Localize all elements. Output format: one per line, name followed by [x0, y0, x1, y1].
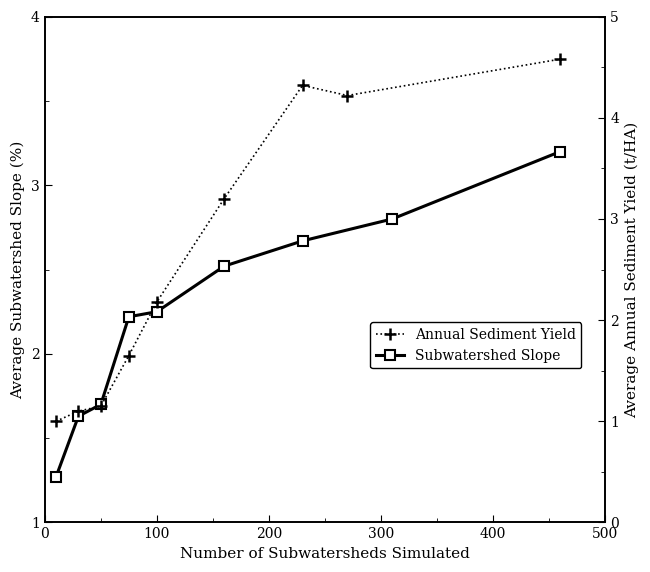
- Subwatershed Slope: [556, 148, 564, 155]
- Annual Sediment Yield: [125, 352, 133, 359]
- Subwatershed Slope: [125, 313, 133, 320]
- Legend: Annual Sediment Yield, Subwatershed Slope: Annual Sediment Yield, Subwatershed Slop…: [370, 323, 582, 368]
- Y-axis label: Average Annual Sediment Yield (t/HA): Average Annual Sediment Yield (t/HA): [625, 121, 639, 418]
- Annual Sediment Yield: [343, 92, 351, 99]
- Annual Sediment Yield: [299, 82, 307, 89]
- Annual Sediment Yield: [97, 403, 105, 410]
- X-axis label: Number of Subwatersheds Simulated: Number of Subwatersheds Simulated: [180, 547, 470, 561]
- Subwatershed Slope: [220, 263, 228, 269]
- Subwatershed Slope: [75, 413, 83, 420]
- Subwatershed Slope: [52, 474, 60, 480]
- Annual Sediment Yield: [220, 195, 228, 202]
- Y-axis label: Average Subwatershed Slope (%): Average Subwatershed Slope (%): [11, 140, 25, 399]
- Line: Annual Sediment Yield: Annual Sediment Yield: [50, 53, 567, 427]
- Subwatershed Slope: [299, 237, 307, 244]
- Annual Sediment Yield: [153, 299, 161, 305]
- Annual Sediment Yield: [75, 408, 83, 415]
- Annual Sediment Yield: [556, 55, 564, 62]
- Subwatershed Slope: [153, 308, 161, 315]
- Subwatershed Slope: [388, 216, 396, 223]
- Subwatershed Slope: [97, 401, 105, 408]
- Line: Subwatershed Slope: Subwatershed Slope: [51, 146, 566, 482]
- Annual Sediment Yield: [52, 418, 60, 425]
